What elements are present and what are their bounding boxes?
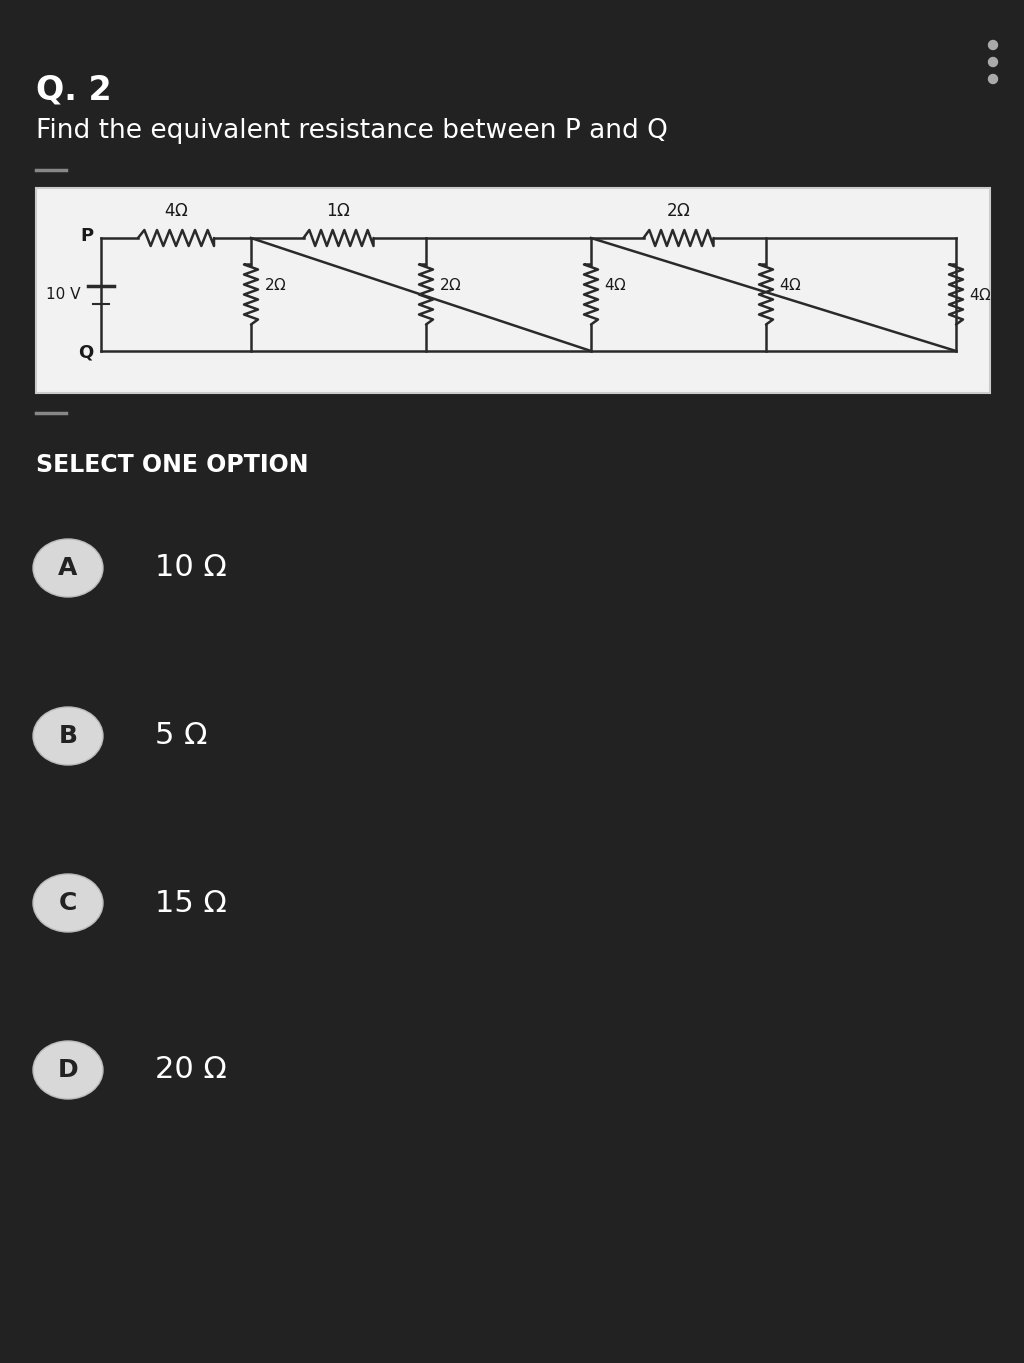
- Circle shape: [988, 57, 997, 67]
- Text: 2$\Omega$: 2$\Omega$: [667, 202, 691, 219]
- Ellipse shape: [33, 1041, 103, 1099]
- Circle shape: [988, 41, 997, 49]
- Text: A: A: [58, 556, 78, 581]
- Ellipse shape: [33, 538, 103, 597]
- Text: 1$\Omega$: 1$\Omega$: [327, 202, 351, 219]
- Text: 15 Ω: 15 Ω: [155, 889, 226, 917]
- Text: P: P: [80, 228, 93, 245]
- Text: B: B: [58, 724, 78, 748]
- Text: 4$\Omega$: 4$\Omega$: [164, 202, 188, 219]
- Text: C: C: [58, 891, 77, 915]
- Text: D: D: [57, 1058, 78, 1082]
- Text: 4$\Omega$: 4$\Omega$: [604, 277, 627, 293]
- Text: 20 Ω: 20 Ω: [155, 1055, 226, 1085]
- Text: 4$\Omega$: 4$\Omega$: [969, 286, 992, 303]
- Text: 5 Ω: 5 Ω: [155, 721, 208, 751]
- Text: Q: Q: [78, 343, 93, 363]
- Text: 10 V: 10 V: [46, 288, 81, 303]
- Ellipse shape: [33, 707, 103, 765]
- Text: 2$\Omega$: 2$\Omega$: [264, 277, 287, 293]
- Text: Find the equivalent resistance between P and Q: Find the equivalent resistance between P…: [36, 119, 668, 144]
- Text: SELECT ONE OPTION: SELECT ONE OPTION: [36, 453, 308, 477]
- Circle shape: [988, 75, 997, 83]
- Text: 2$\Omega$: 2$\Omega$: [439, 277, 462, 293]
- Text: 10 Ω: 10 Ω: [155, 553, 226, 582]
- Bar: [36, 188, 990, 393]
- Text: Q. 2: Q. 2: [36, 74, 112, 106]
- Ellipse shape: [33, 874, 103, 932]
- Text: 4$\Omega$: 4$\Omega$: [779, 277, 802, 293]
